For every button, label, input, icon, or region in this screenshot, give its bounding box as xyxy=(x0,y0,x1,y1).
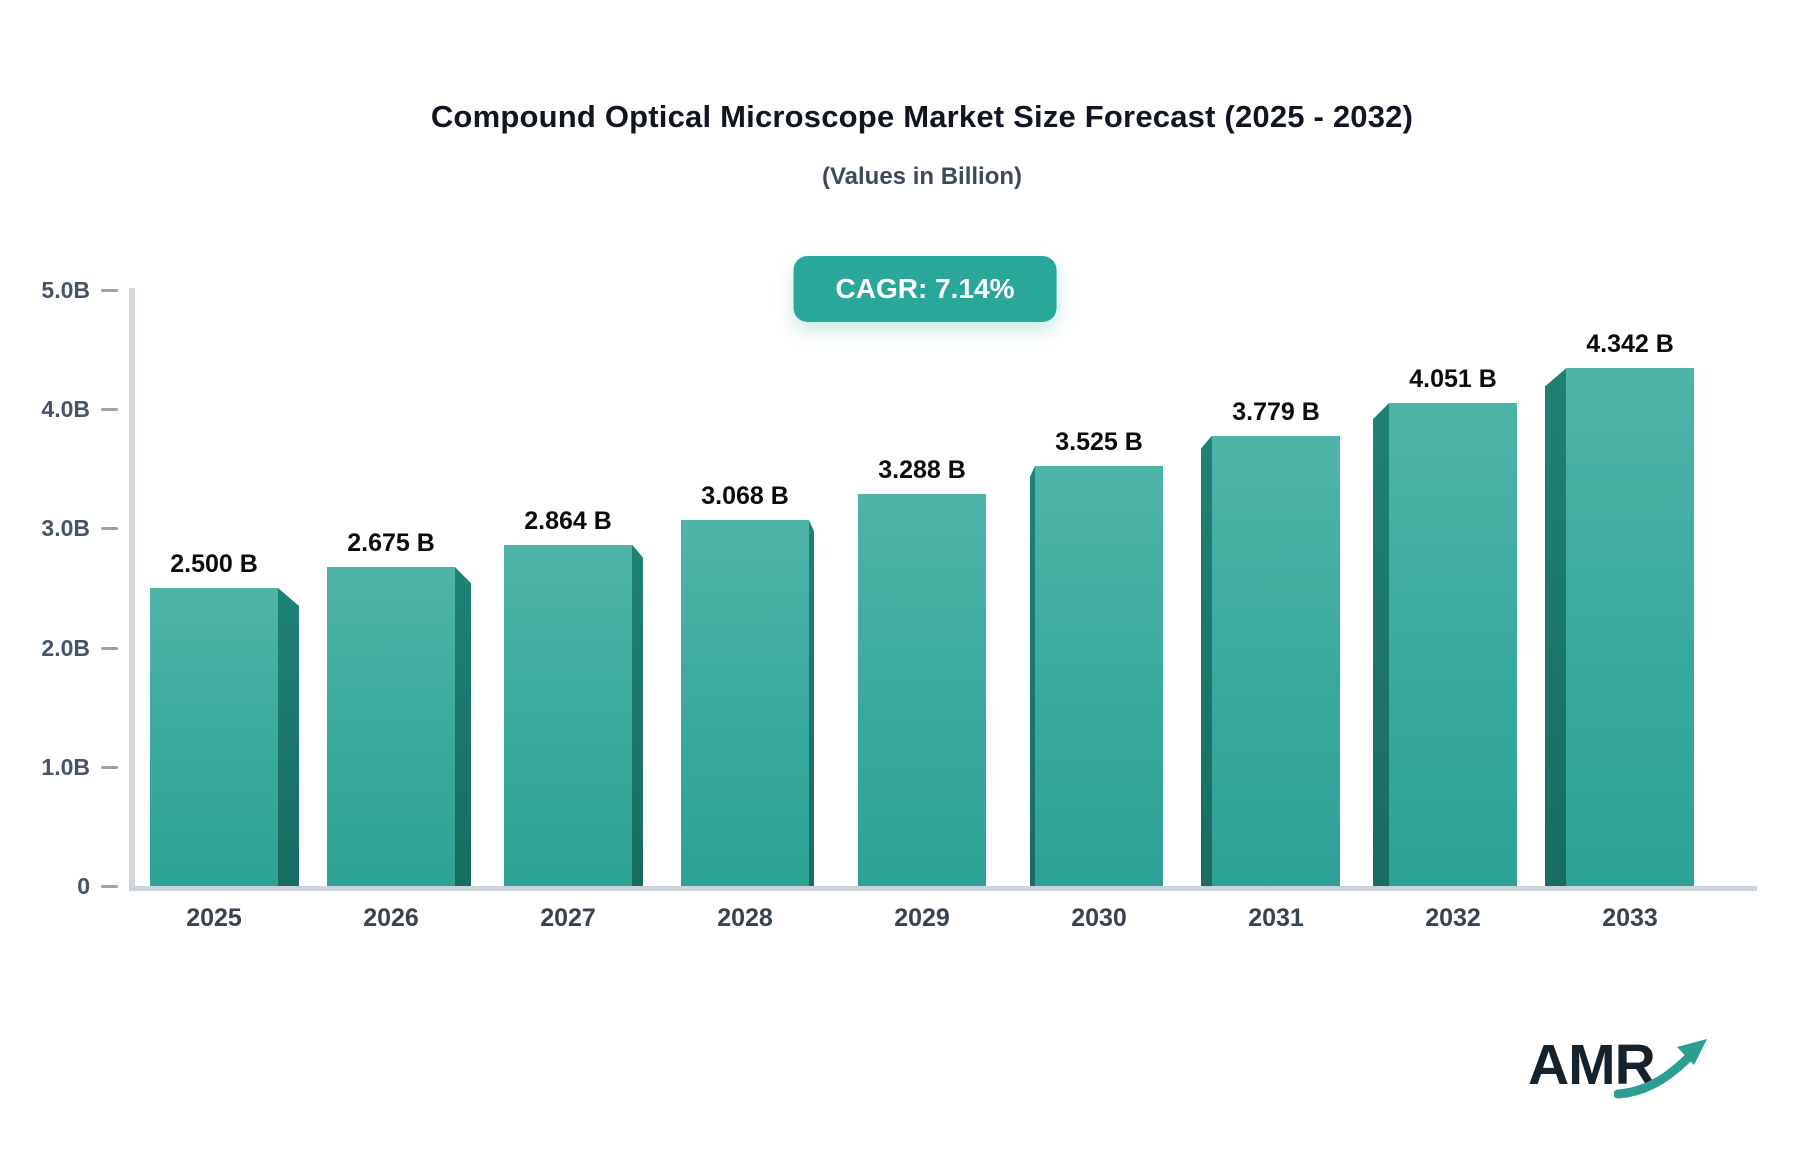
y-tick-dash xyxy=(101,885,118,888)
bar-value-label: 2.500 B xyxy=(170,550,258,578)
y-tick-dash xyxy=(101,765,118,769)
bar-value-label: 3.288 B xyxy=(878,456,966,485)
y-tick-label: 2.0B xyxy=(41,634,90,661)
bar-2032 xyxy=(1389,403,1517,886)
chart-subtitle: (Values in Billion) xyxy=(821,163,1023,190)
growth-arrow-icon xyxy=(1614,1039,1707,1099)
bar-side-face xyxy=(278,588,299,886)
cagr-badge: CAGR: 7.14% xyxy=(793,256,1057,322)
bar-2033 xyxy=(1566,368,1694,886)
y-tick-label: 3.0B xyxy=(41,515,90,542)
x-tick-label-2026: 2026 xyxy=(363,904,419,932)
y-tick-label: 1.0B xyxy=(41,753,90,780)
bar-side-face xyxy=(1201,435,1212,886)
x-tick-label-2027: 2027 xyxy=(540,904,596,932)
y-axis-line xyxy=(129,288,135,886)
page-title: Compound Optical Microscope Market Size … xyxy=(430,99,1414,134)
x-tick-label-2030: 2030 xyxy=(1071,904,1127,932)
bar-side-face xyxy=(632,544,643,886)
bar-2026 xyxy=(327,567,455,886)
y-tick-dash xyxy=(101,289,118,292)
x-tick-label-2028: 2028 xyxy=(717,904,773,932)
bar-value-label: 3.779 B xyxy=(1232,397,1320,426)
x-axis-line xyxy=(129,886,1757,891)
bar-value-label: 2.864 B xyxy=(524,506,612,535)
x-tick-label-2031: 2031 xyxy=(1248,904,1304,932)
bar-side-face xyxy=(455,567,471,886)
bar-side-face xyxy=(809,520,814,886)
x-tick-label-2025: 2025 xyxy=(186,904,242,932)
y-tick-label: 0 xyxy=(77,873,90,899)
bar-value-label: 3.068 B xyxy=(701,482,789,511)
bar-2027 xyxy=(504,544,632,886)
bar-side-face xyxy=(1545,368,1566,886)
bar-2028 xyxy=(681,520,809,886)
y-tick-dash xyxy=(101,408,118,412)
bar-value-label: 4.342 B xyxy=(1586,330,1674,359)
bar-side-face xyxy=(1030,465,1035,886)
bar-value-label: 3.525 B xyxy=(1055,427,1143,456)
y-tick-label: 5.0B xyxy=(41,277,90,303)
amr-logo-text: AMR xyxy=(1528,1033,1656,1097)
bar-side-face xyxy=(1373,403,1389,886)
y-tick-label: 4.0B xyxy=(41,396,90,423)
bar-2025 xyxy=(150,588,278,886)
bar-2030 xyxy=(1035,465,1163,886)
x-tick-label-2033: 2033 xyxy=(1602,904,1658,932)
x-tick-label-2032: 2032 xyxy=(1425,904,1481,932)
bar-value-label: 4.051 B xyxy=(1409,365,1497,394)
bar-value-label: 2.675 B xyxy=(347,529,435,558)
x-tick-label-2029: 2029 xyxy=(894,904,950,932)
bar-2029 xyxy=(858,494,986,886)
bar-2031 xyxy=(1212,435,1340,886)
y-tick-dash xyxy=(101,527,118,531)
y-tick-dash xyxy=(101,646,118,650)
amr-logo: AMR xyxy=(1528,1032,1738,1112)
